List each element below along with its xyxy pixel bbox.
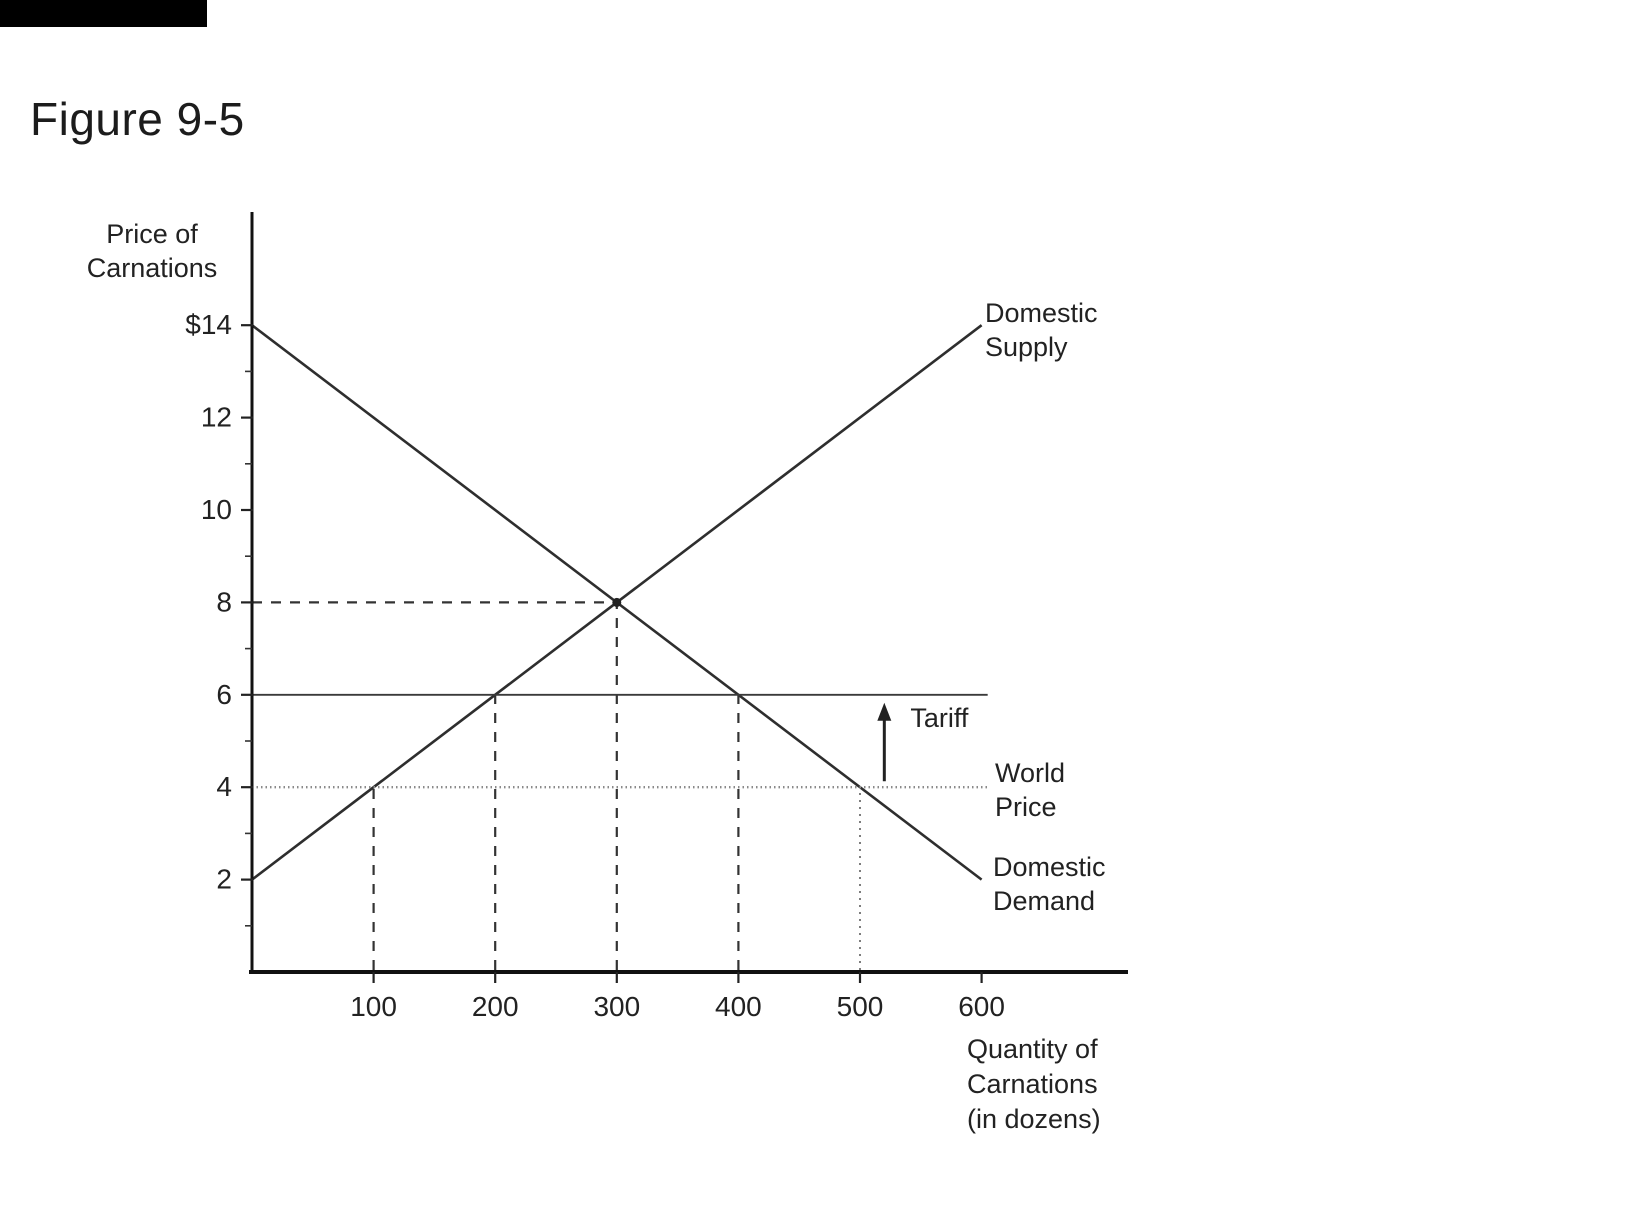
x-tick-label-300: 300 (593, 991, 640, 1022)
y-tick-label-4: 4 (216, 771, 232, 802)
y-tick-label-8: 8 (216, 586, 232, 617)
x-tick-label-100: 100 (350, 991, 397, 1022)
tariff-label: Tariff (910, 703, 969, 733)
y-tick-label-6: 6 (216, 679, 232, 710)
top-black-bar (0, 0, 207, 27)
x-tick-label-400: 400 (715, 991, 762, 1022)
equilibrium-point (612, 597, 622, 607)
y-tick-label-14: $14 (185, 309, 232, 340)
y-tick-label-10: 10 (201, 494, 232, 525)
domestic-demand-label: Domestic Demand (993, 852, 1106, 916)
tariff-arrow-head (877, 702, 892, 721)
x-tick-label-200: 200 (472, 991, 519, 1022)
domestic-supply-label: Domestic Supply (985, 298, 1098, 362)
y-tick-label-12: 12 (201, 402, 232, 433)
y-axis-label: Price of Carnations (87, 219, 218, 283)
figure-title: Figure 9-5 (30, 93, 245, 145)
x-tick-label-600: 600 (958, 991, 1005, 1022)
world-price-label: World Price (995, 758, 1065, 822)
x-tick-label-500: 500 (837, 991, 884, 1022)
y-tick-label-2: 2 (216, 864, 232, 895)
x-axis-label: Quantity of Carnations (in dozens) (967, 1034, 1101, 1134)
